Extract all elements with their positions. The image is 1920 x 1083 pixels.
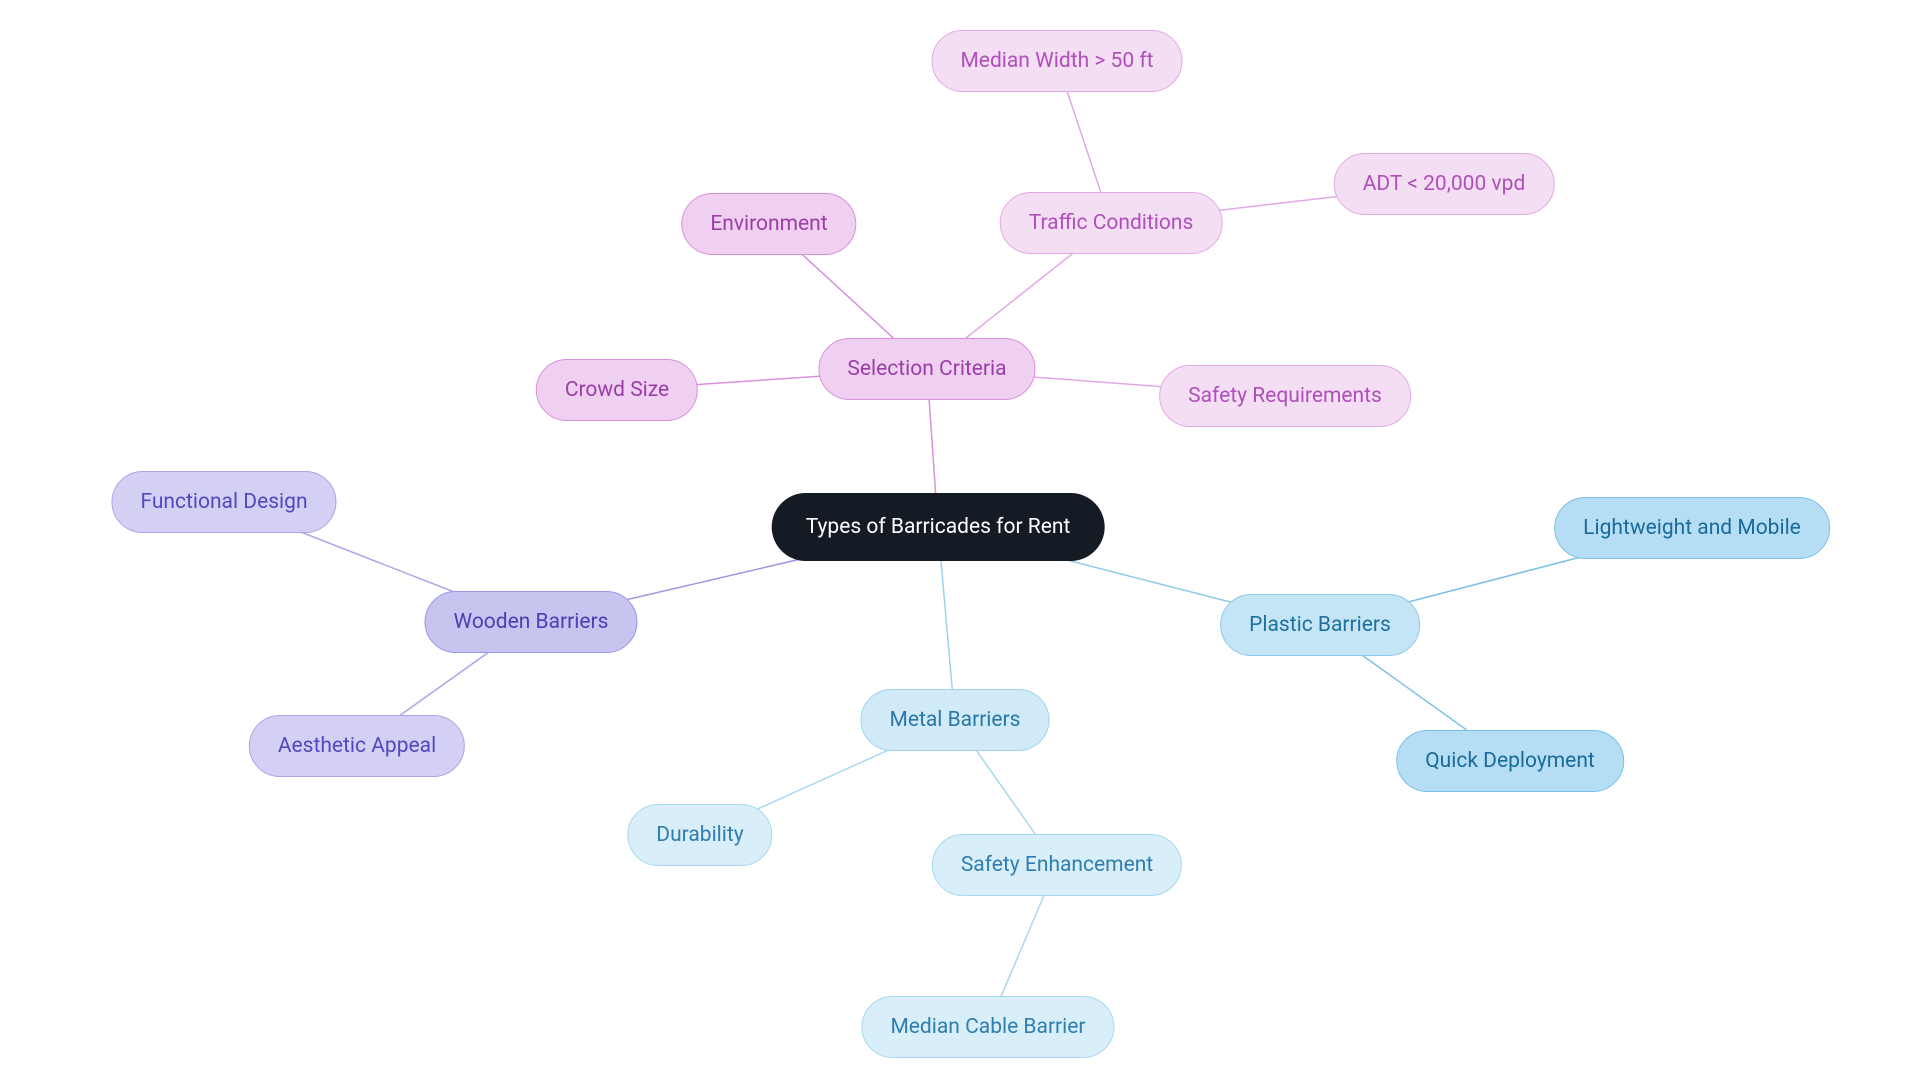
node-label: Lightweight and Mobile — [1583, 516, 1801, 540]
node-label: Median Width > 50 ft — [960, 49, 1153, 73]
node-environment[interactable]: Environment — [681, 193, 856, 255]
node-label: Safety Requirements — [1188, 384, 1382, 408]
node-label: Median Cable Barrier — [890, 1015, 1085, 1039]
node-label: Durability — [656, 823, 743, 847]
node-traffic-conditions[interactable]: Traffic Conditions — [1000, 192, 1223, 254]
node-label: Environment — [710, 212, 827, 236]
node-functional-design[interactable]: Functional Design — [111, 471, 336, 533]
node-adt[interactable]: ADT < 20,000 vpd — [1334, 153, 1555, 215]
node-label: Quick Deployment — [1425, 749, 1595, 773]
node-label: Traffic Conditions — [1029, 211, 1194, 235]
node-label: Selection Criteria — [847, 357, 1006, 381]
node-label: Functional Design — [140, 490, 307, 514]
root-node[interactable]: Types of Barricades for Rent — [772, 493, 1105, 561]
node-wooden-barriers[interactable]: Wooden Barriers — [425, 591, 638, 653]
node-metal-barriers[interactable]: Metal Barriers — [860, 689, 1049, 751]
node-quick-deployment[interactable]: Quick Deployment — [1396, 730, 1624, 792]
node-safety-enhancement[interactable]: Safety Enhancement — [932, 834, 1182, 896]
node-selection-criteria[interactable]: Selection Criteria — [818, 338, 1035, 400]
node-safety-requirements[interactable]: Safety Requirements — [1159, 365, 1411, 427]
node-aesthetic-appeal[interactable]: Aesthetic Appeal — [249, 715, 465, 777]
node-lightweight[interactable]: Lightweight and Mobile — [1554, 497, 1830, 559]
root-label: Types of Barricades for Rent — [806, 515, 1071, 539]
node-label: ADT < 20,000 vpd — [1363, 172, 1526, 196]
node-crowd-size[interactable]: Crowd Size — [536, 359, 698, 421]
node-durability[interactable]: Durability — [627, 804, 772, 866]
node-label: Plastic Barriers — [1249, 613, 1391, 637]
node-median-cable[interactable]: Median Cable Barrier — [861, 996, 1114, 1058]
node-label: Crowd Size — [565, 378, 669, 402]
node-label: Safety Enhancement — [961, 853, 1153, 877]
node-label: Wooden Barriers — [454, 610, 609, 634]
node-label: Metal Barriers — [889, 708, 1020, 732]
node-plastic-barriers[interactable]: Plastic Barriers — [1220, 594, 1420, 656]
node-median-width[interactable]: Median Width > 50 ft — [931, 30, 1182, 92]
node-label: Aesthetic Appeal — [278, 734, 436, 758]
